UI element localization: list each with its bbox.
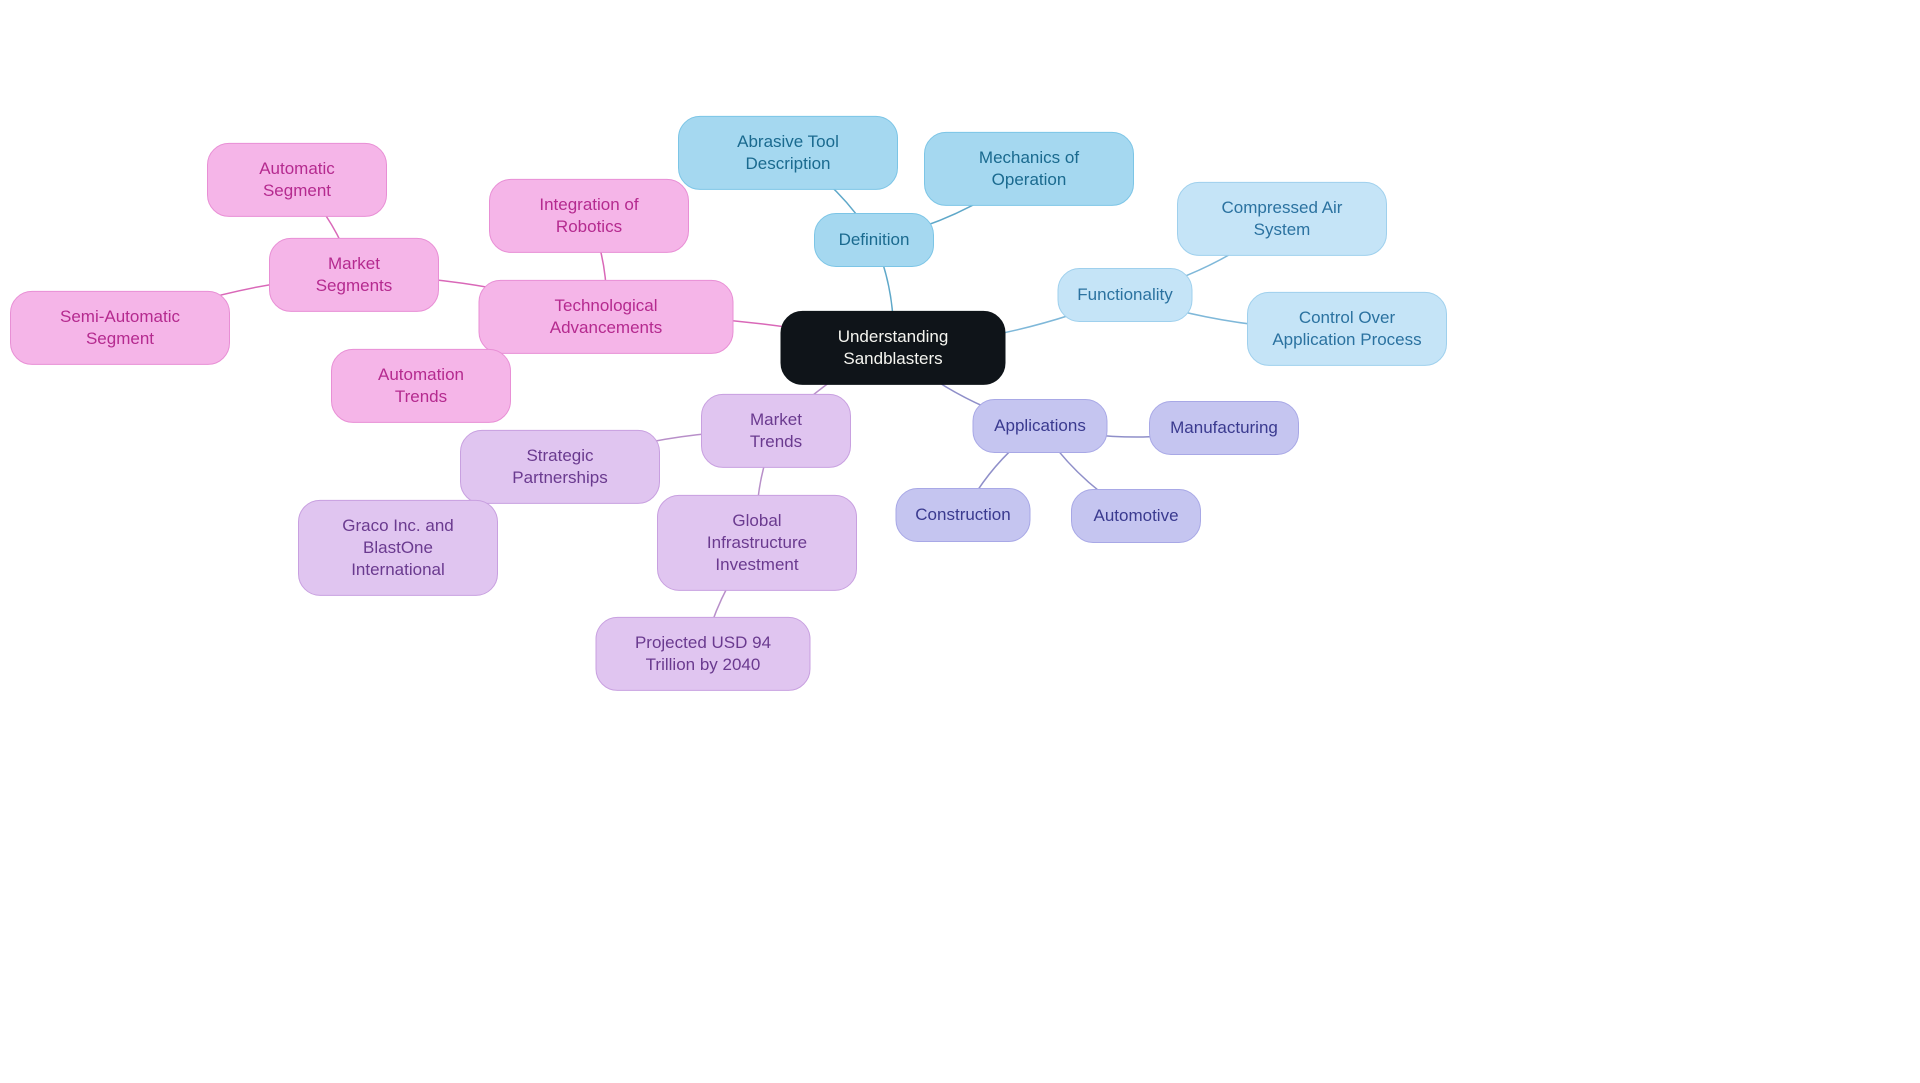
node-control: Control Over Application Process bbox=[1247, 292, 1447, 366]
node-infra: Global Infrastructure Investment bbox=[657, 495, 857, 591]
node-automotive: Automotive bbox=[1071, 489, 1201, 543]
node-mechanics: Mechanics of Operation bbox=[924, 132, 1134, 206]
node-partnerships: Strategic Partnerships bbox=[460, 430, 660, 504]
node-abrasive: Abrasive Tool Description bbox=[678, 116, 898, 190]
node-projected: Projected USD 94 Trillion by 2040 bbox=[596, 617, 811, 691]
node-functionality: Functionality bbox=[1058, 268, 1193, 322]
node-manufacturing: Manufacturing bbox=[1149, 401, 1299, 455]
node-graco: Graco Inc. and BlastOne International bbox=[298, 500, 498, 596]
node-construction: Construction bbox=[896, 488, 1031, 542]
node-automatic: Automatic Segment bbox=[207, 143, 387, 217]
node-automation: Automation Trends bbox=[331, 349, 511, 423]
node-tech: Technological Advancements bbox=[479, 280, 734, 354]
node-root: Understanding Sandblasters bbox=[781, 311, 1006, 385]
node-markettrends: Market Trends bbox=[701, 394, 851, 468]
node-definition: Definition bbox=[814, 213, 934, 267]
node-robotics: Integration of Robotics bbox=[489, 179, 689, 253]
node-compressed: Compressed Air System bbox=[1177, 182, 1387, 256]
node-semiauto: Semi-Automatic Segment bbox=[10, 291, 230, 365]
node-applications: Applications bbox=[973, 399, 1108, 453]
node-layer: Understanding Sandblasters Definition Abra… bbox=[0, 0, 1920, 1083]
node-segments: Market Segments bbox=[269, 238, 439, 312]
